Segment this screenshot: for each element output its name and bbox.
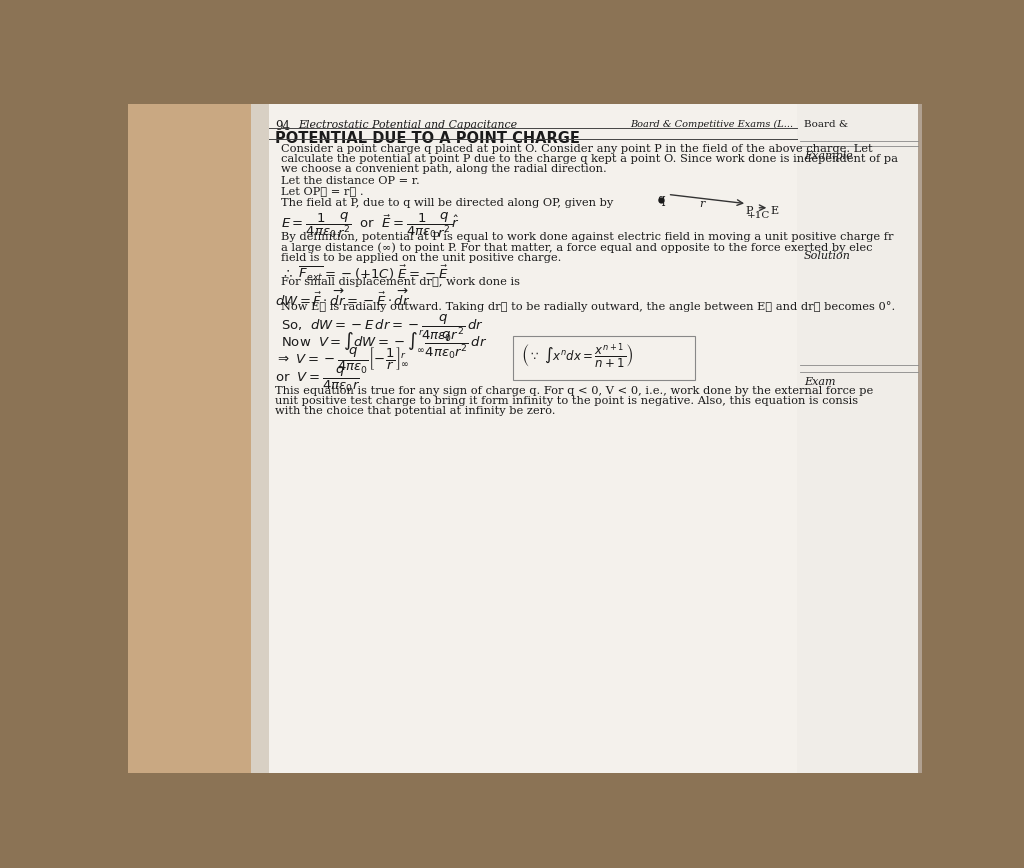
Text: r: r: [699, 199, 705, 209]
Text: Now  $V = \int dW = -\int_{\infty}^{r}\dfrac{q}{4\pi\varepsilon_0 r^2}\,dr$: Now $V = \int dW = -\int_{\infty}^{r}\df…: [282, 329, 487, 361]
FancyBboxPatch shape: [513, 336, 695, 379]
Text: $\therefore\ \overline{F_{ext}} = -(+1C)\ \vec{E} = -\vec{E}\ .$: $\therefore\ \overline{F_{ext}} = -(+1C)…: [282, 263, 456, 282]
Text: we choose a convenient path, along the radial direction.: we choose a convenient path, along the r…: [282, 164, 607, 174]
Text: $dW = \vec{F}\cdot\overrightarrow{dr} = -\vec{E}\cdot\overrightarrow{dr}$: $dW = \vec{F}\cdot\overrightarrow{dr} = …: [274, 287, 411, 308]
Text: The field at P, due to q will be directed along OP, given by: The field at P, due to q will be directe…: [282, 198, 613, 207]
FancyBboxPatch shape: [128, 104, 270, 773]
Text: This equation is true for any sign of charge q. For q < 0, V < 0, i.e., work don: This equation is true for any sign of ch…: [274, 386, 873, 396]
Text: Now E⃗ is radially outward. Taking dr⃗ to be radially outward, the angle between: Now E⃗ is radially outward. Taking dr⃗ t…: [282, 300, 895, 312]
Text: calculate the potential at point P due to the charge q kept a point O. Since wor: calculate the potential at point P due t…: [282, 155, 898, 164]
Text: unit positive test charge to bring it form infinity to the point is negative. Al: unit positive test charge to bring it fo…: [274, 396, 858, 406]
Text: Let OP⃗ = r⃗ .: Let OP⃗ = r⃗ .: [282, 187, 364, 196]
Text: q: q: [657, 193, 665, 206]
Text: For small displacement dr⃗, work done is: For small displacement dr⃗, work done is: [282, 277, 520, 286]
Text: Consider a point charge q placed at point O. Consider any point P in the field o: Consider a point charge q placed at poin…: [282, 144, 872, 155]
Text: Let the distance OP = r.: Let the distance OP = r.: [282, 175, 420, 186]
Text: $\Rightarrow\  V = -\dfrac{q}{4\pi\varepsilon_0}\left[-\dfrac{1}{r}\right]_{\inf: $\Rightarrow\ V = -\dfrac{q}{4\pi\vareps…: [274, 346, 410, 376]
Text: field is to be applied on the unit positive charge.: field is to be applied on the unit posit…: [282, 253, 561, 262]
Text: P: P: [745, 206, 753, 216]
Text: +1C: +1C: [748, 211, 770, 220]
Text: E: E: [771, 206, 779, 216]
Text: Electrostatic Potential and Capacitance: Electrostatic Potential and Capacitance: [299, 120, 517, 130]
Text: or  $V = \dfrac{q}{4\pi\varepsilon_0 r}$: or $V = \dfrac{q}{4\pi\varepsilon_0 r}$: [274, 365, 360, 394]
Text: Solution: Solution: [804, 251, 851, 261]
Text: $E = \dfrac{1}{4\pi\varepsilon_0}\dfrac{q}{r^2}$  or  $\vec{E} = \dfrac{1}{4\pi\: $E = \dfrac{1}{4\pi\varepsilon_0}\dfrac{…: [282, 211, 460, 240]
Text: 94: 94: [274, 120, 290, 133]
FancyBboxPatch shape: [269, 104, 797, 773]
Bar: [251, 104, 270, 773]
Text: Board & Competitive Exams (L...: Board & Competitive Exams (L...: [630, 120, 793, 129]
Text: with the choice that potential at infinity be zero.: with the choice that potential at infini…: [274, 406, 555, 417]
Text: So,  $dW = -E\,dr = -\dfrac{q}{4\pi\varepsilon_0 r^2}\,dr$: So, $dW = -E\,dr = -\dfrac{q}{4\pi\varep…: [282, 312, 484, 344]
Text: By definition, potential at P is equal to work done against electric field in mo: By definition, potential at P is equal t…: [282, 233, 894, 242]
Text: Board &: Board &: [804, 120, 848, 129]
Bar: [918, 104, 922, 773]
Text: POTENTIAL DUE TO A POINT CHARGE: POTENTIAL DUE TO A POINT CHARGE: [274, 131, 580, 146]
Text: Exam: Exam: [804, 377, 836, 387]
Text: a large distance (∞) to point P. For that matter, a force equal and opposite to : a large distance (∞) to point P. For tha…: [282, 242, 872, 253]
Text: Example: Example: [804, 151, 853, 161]
Text: $\left(\because\ \int x^n dx = \dfrac{x^{n+1}}{n+1}\right)$: $\left(\because\ \int x^n dx = \dfrac{x^…: [521, 341, 633, 371]
FancyBboxPatch shape: [797, 104, 924, 773]
